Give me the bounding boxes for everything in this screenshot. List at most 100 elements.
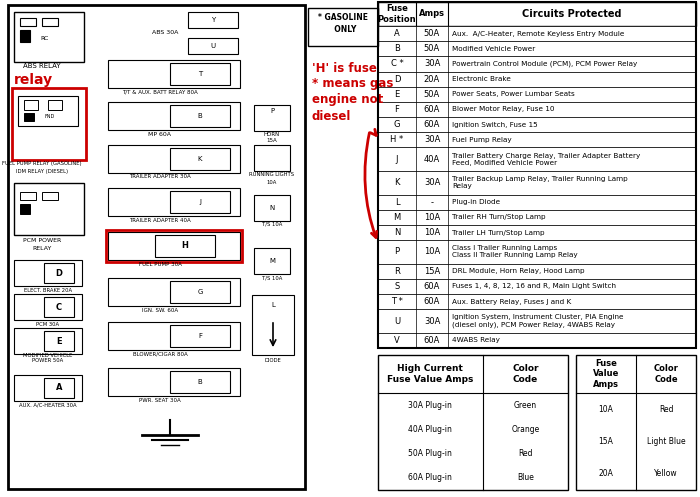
Text: Modified Vehicle Power: Modified Vehicle Power	[452, 46, 536, 52]
Text: F: F	[198, 333, 202, 339]
Bar	[48, 100, 62, 110]
Text: 30A: 30A	[424, 60, 440, 69]
Bar	[42, 18, 58, 26]
Text: U: U	[211, 43, 216, 49]
Bar	[252, 295, 294, 355]
Bar	[44, 297, 74, 317]
Text: RUNNING LIGHTS: RUNNING LIGHTS	[249, 172, 295, 177]
Text: Fuel Pump Relay: Fuel Pump Relay	[452, 137, 512, 143]
Bar	[20, 18, 36, 26]
Bar	[170, 63, 230, 85]
Text: 30A: 30A	[424, 178, 440, 187]
Text: IGN. SW. 60A: IGN. SW. 60A	[142, 308, 178, 313]
Text: 15A: 15A	[598, 437, 613, 446]
Bar	[254, 248, 290, 274]
Bar	[378, 279, 696, 294]
Text: -: -	[430, 198, 433, 207]
Bar	[108, 60, 240, 88]
Text: Y: Y	[211, 17, 215, 23]
Text: L: L	[271, 302, 275, 308]
Text: 30A: 30A	[424, 317, 440, 326]
Bar	[378, 132, 696, 148]
Text: B: B	[394, 44, 400, 53]
Text: 60A: 60A	[424, 282, 440, 291]
Text: H *: H *	[391, 135, 404, 144]
Bar	[378, 264, 696, 279]
Text: Orange: Orange	[512, 425, 540, 434]
Text: Red: Red	[518, 449, 533, 458]
Bar	[378, 171, 696, 195]
Text: V: V	[394, 336, 400, 345]
Text: Trailer RH Turn/Stop Lamp: Trailer RH Turn/Stop Lamp	[452, 214, 545, 220]
Text: 60A: 60A	[424, 120, 440, 129]
Text: Yellow: Yellow	[654, 469, 678, 478]
Text: N: N	[270, 205, 274, 211]
Text: C: C	[56, 303, 62, 312]
Text: FND: FND	[45, 113, 55, 118]
Text: G: G	[393, 120, 400, 129]
Text: * GASOLINE: * GASOLINE	[318, 13, 368, 22]
Text: 10A: 10A	[424, 248, 440, 256]
Text: K: K	[197, 156, 202, 162]
Text: Aux.  A/C-Heater, Remote Keyless Entry Module: Aux. A/C-Heater, Remote Keyless Entry Mo…	[452, 31, 624, 37]
Text: 10A: 10A	[267, 179, 277, 184]
Bar	[254, 105, 290, 131]
Text: Blower Motor Relay, Fuse 10: Blower Motor Relay, Fuse 10	[452, 106, 554, 112]
Bar	[378, 56, 696, 72]
Bar	[378, 210, 696, 225]
Text: 50A Plug-in: 50A Plug-in	[408, 449, 452, 458]
Text: S: S	[394, 282, 400, 291]
Text: PCM 30A: PCM 30A	[36, 322, 60, 327]
Text: Red: Red	[659, 405, 673, 414]
Text: engine not: engine not	[312, 93, 384, 106]
Bar	[14, 183, 84, 235]
Text: Electronic Brake: Electronic Brake	[452, 76, 511, 82]
Bar	[106, 230, 242, 262]
Bar	[170, 371, 230, 393]
Text: Ignition System, Instrument Cluster, PIA Engine
(diesel only), PCM Power Relay, : Ignition System, Instrument Cluster, PIA…	[452, 314, 624, 328]
Text: RELAY: RELAY	[32, 246, 52, 250]
Text: Circuits Protected: Circuits Protected	[522, 9, 622, 19]
Bar	[378, 86, 696, 102]
Text: DIODE: DIODE	[265, 357, 281, 362]
Text: J: J	[395, 155, 398, 164]
Text: ABS 30A: ABS 30A	[152, 29, 178, 34]
Bar	[108, 278, 240, 306]
Bar	[170, 325, 230, 347]
Bar	[378, 240, 696, 264]
Text: PWR. SEAT 30A: PWR. SEAT 30A	[139, 398, 181, 403]
Text: L: L	[395, 198, 399, 207]
Bar	[378, 309, 696, 333]
Text: J: J	[199, 199, 201, 205]
Text: relay: relay	[14, 73, 53, 87]
Text: 60A Plug-in: 60A Plug-in	[408, 473, 452, 483]
Bar	[576, 355, 696, 490]
Bar	[108, 145, 240, 173]
Text: 60A: 60A	[424, 336, 440, 345]
Text: R: R	[394, 267, 400, 276]
Text: Trailer LH Turn/Stop Lamp: Trailer LH Turn/Stop Lamp	[452, 230, 545, 236]
Text: 15A: 15A	[267, 139, 277, 144]
Bar	[170, 281, 230, 303]
Text: Power Seats, Power Lumbar Seats: Power Seats, Power Lumbar Seats	[452, 91, 575, 97]
Text: M: M	[393, 213, 400, 222]
Text: Color
Code: Color Code	[654, 364, 678, 384]
Text: T: T	[198, 71, 202, 77]
Text: Fuse
Value
Amps: Fuse Value Amps	[593, 359, 620, 389]
Text: AUX. A/C-HEATER 30A: AUX. A/C-HEATER 30A	[19, 403, 77, 408]
Text: Powertrain Control Module (PCM), PCM Power Relay: Powertrain Control Module (PCM), PCM Pow…	[452, 61, 637, 67]
Bar	[14, 328, 82, 354]
Bar	[254, 195, 290, 221]
Bar	[308, 8, 378, 46]
Text: Aux. Battery Relay, Fuses J and K: Aux. Battery Relay, Fuses J and K	[452, 299, 571, 305]
Bar	[20, 204, 30, 214]
Bar	[378, 102, 696, 117]
Bar	[378, 355, 568, 490]
Text: 10A: 10A	[598, 405, 613, 414]
Bar	[108, 102, 240, 130]
Bar	[8, 5, 305, 489]
Text: MODIFIED VEHICLE
POWER 50A: MODIFIED VEHICLE POWER 50A	[23, 352, 73, 363]
Text: TRAILER ADAPTER 40A: TRAILER ADAPTER 40A	[129, 218, 191, 223]
Text: * means gas: * means gas	[312, 78, 393, 90]
Text: D: D	[393, 75, 400, 83]
